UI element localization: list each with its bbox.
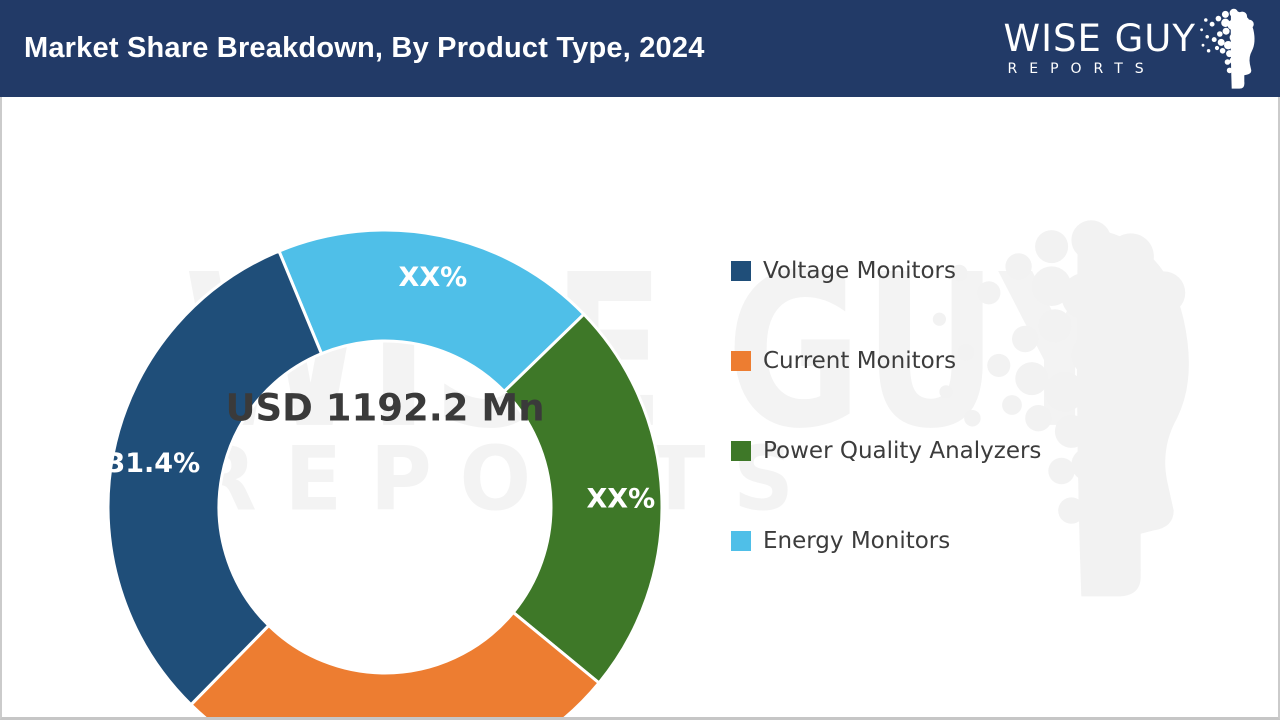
donut-slice-energy-monitors	[277, 228, 587, 394]
legend-label: Current Monitors	[763, 347, 957, 374]
brand-logo: WISE GUY REPORTS	[1004, 8, 1266, 90]
chart-center-value: USD 1192.2 Mn	[225, 386, 545, 430]
legend-label: Energy Monitors	[763, 527, 951, 554]
slice-value-label-voltage-monitors: 31.4%	[106, 448, 200, 479]
legend-swatch-icon	[731, 530, 751, 551]
brand-head-icon	[1182, 6, 1266, 90]
legend-label: Voltage Monitors	[763, 257, 956, 284]
legend-item-voltage-monitors: Voltage Monitors	[731, 255, 1041, 286]
header-bar: Market Share Breakdown, By Product Type,…	[0, 0, 1280, 97]
legend-item-energy-monitors: Energy Monitors	[731, 525, 1041, 556]
slice-value-label-power-quality-analyzers: XX%	[586, 483, 655, 514]
chart-legend: Voltage Monitors Current Monitors Power Qu…	[731, 255, 1041, 556]
donut-chart: XX%XX%XX%31.4%	[106, 228, 664, 717]
legend-swatch-icon	[731, 260, 751, 281]
donut-slice-voltage-monitors	[106, 249, 324, 707]
brand-logo-text: WISE GUY REPORTS	[1004, 20, 1196, 77]
brand-name: WISE GUY	[1003, 17, 1196, 60]
donut-slice-current-monitors	[188, 610, 602, 717]
legend-swatch-icon	[731, 350, 751, 371]
donut-slice-power-quality-analyzers	[502, 312, 664, 686]
legend-swatch-icon	[731, 440, 751, 461]
legend-item-current-monitors: Current Monitors	[731, 345, 1041, 376]
brand-subname: REPORTS	[1007, 61, 1156, 77]
page-title: Market Share Breakdown, By Product Type,…	[24, 32, 705, 64]
slice-value-label-energy-monitors: XX%	[399, 262, 468, 293]
legend-label: Power Quality Analyzers	[763, 437, 1042, 464]
legend-item-power-quality-analyzers: Power Quality Analyzers	[731, 435, 1041, 466]
watermark-text-secondary: REPORTS	[192, 427, 822, 531]
chart-area: WISE GUY REPORTS XX%XX%XX%31.4% USD 1192…	[0, 97, 1280, 720]
